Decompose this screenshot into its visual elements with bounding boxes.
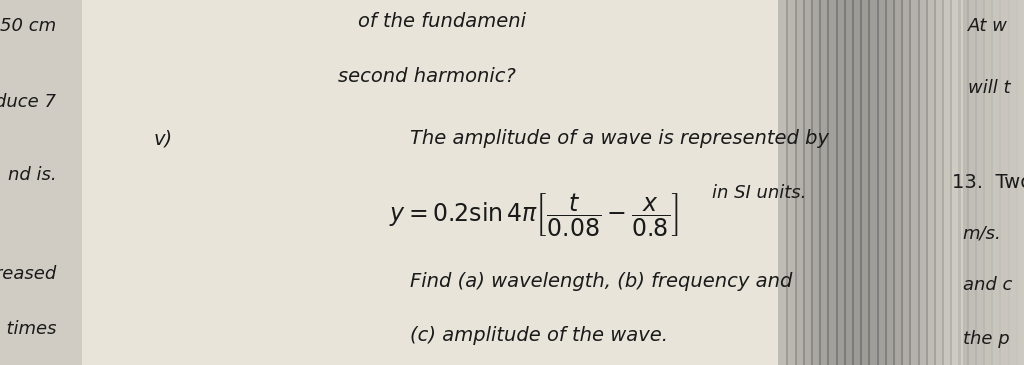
Bar [991,0,1001,365]
Text: and c: and c [963,276,1012,294]
Bar [950,0,961,365]
Bar [868,0,879,365]
Bar [0,0,82,365]
Text: oduce 7: oduce 7 [0,93,56,111]
Bar [958,0,969,365]
Text: m/s.: m/s. [963,224,1001,243]
Text: Find (a) wavelength, (b) frequency and: Find (a) wavelength, (b) frequency and [410,272,792,291]
Text: in SI units.: in SI units. [712,184,806,203]
Bar [1016,0,1024,365]
Text: . times: . times [0,319,56,338]
Bar [975,0,985,365]
Bar [811,0,821,365]
Bar [909,0,920,365]
Bar [877,0,887,365]
Bar [819,0,829,365]
Text: 13.  Two: 13. Two [952,173,1024,192]
Bar [803,0,813,365]
Text: v): v) [154,129,173,148]
Bar [983,0,993,365]
Text: will t: will t [968,78,1011,97]
Text: of the fundameni: of the fundameni [358,12,526,31]
Text: creased: creased [0,265,56,283]
Bar [786,0,797,365]
Bar [893,0,903,365]
Bar [942,0,952,365]
Text: At w: At w [968,16,1008,35]
Bar [860,0,870,365]
Bar [885,0,895,365]
Bar [836,0,846,365]
Bar [852,0,862,365]
Bar [934,0,944,365]
Text: $y = 0.2\sin 4\pi\left[\dfrac{t}{0.08} - \dfrac{x}{0.8}\right]$: $y = 0.2\sin 4\pi\left[\dfrac{t}{0.08} -… [389,192,679,239]
Bar [1008,0,1018,365]
Bar [967,0,977,365]
Text: (c) amplitude of the wave.: (c) amplitude of the wave. [410,326,668,345]
Bar [918,0,928,365]
Bar [901,0,911,365]
Text: 50 cm: 50 cm [0,16,56,35]
Text: nd is.: nd is. [8,166,56,184]
Bar [61,0,963,365]
Bar [795,0,805,365]
Text: second harmonic?: second harmonic? [338,67,516,86]
Text: the p: the p [963,330,1010,349]
Text: The amplitude of a wave is represented by: The amplitude of a wave is represented b… [410,129,828,148]
Bar [844,0,854,365]
Bar [778,0,788,365]
Bar [999,0,1010,365]
Bar [926,0,936,365]
Bar [827,0,838,365]
